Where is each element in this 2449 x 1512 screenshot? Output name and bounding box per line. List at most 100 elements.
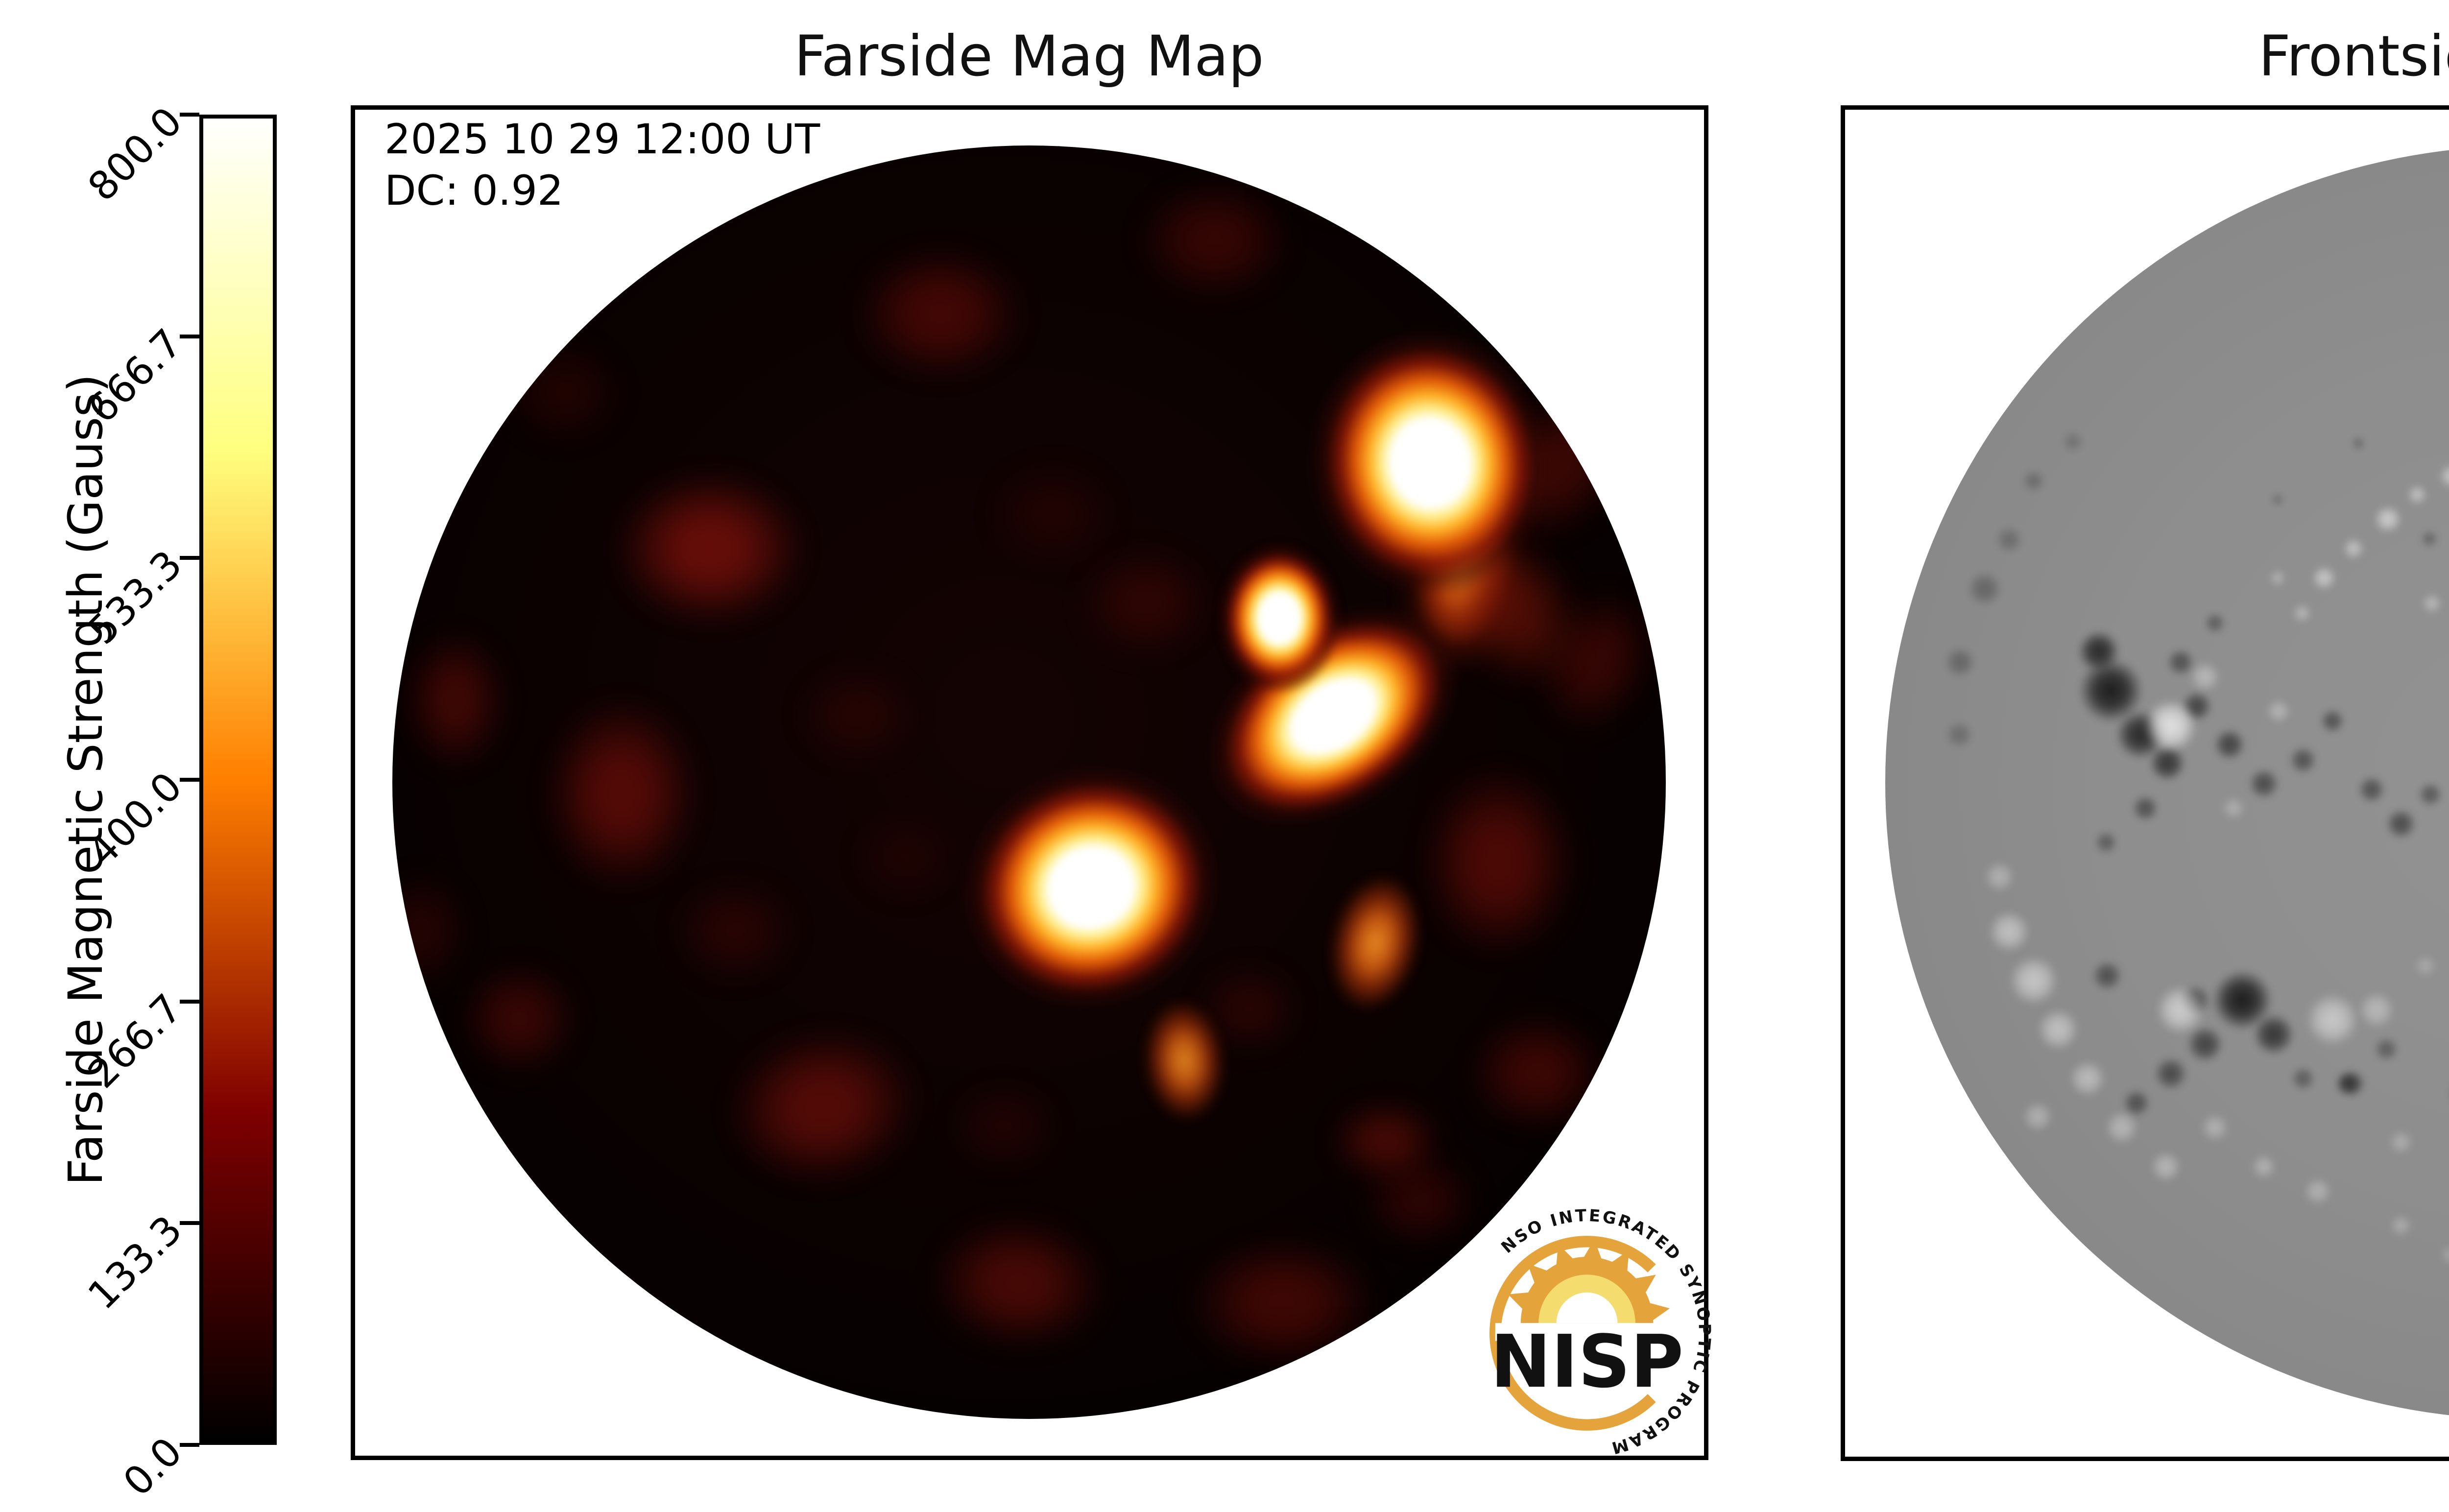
frontside-negative-flux (1942, 718, 1976, 752)
farside-red-patch (583, 446, 838, 651)
farside-red-patch (392, 852, 485, 1009)
frontside-positive-flux (2386, 1128, 2416, 1157)
frontside-positive-flux (2149, 978, 2212, 1042)
colorbar-tick-label: 133.3 (79, 1207, 191, 1319)
farside-red-patch (931, 1068, 1078, 1185)
frontside-positive-flux (2002, 949, 2065, 1012)
frontside-title: Frontside Mag Map (2258, 24, 2449, 89)
frontside-positive-flux (2185, 657, 2225, 696)
frontside-negative-flux (2019, 466, 2048, 496)
frontside-positive-flux (2137, 692, 2205, 760)
frontside-positive-flux (2064, 1055, 2111, 1102)
frontside-positive-flux (2308, 562, 2340, 594)
sun-core-icon (1556, 1292, 1618, 1323)
frontside-positive-flux (2340, 535, 2367, 562)
farside-red-patch (894, 1185, 1144, 1382)
colorbar-tick (180, 999, 199, 1004)
nisp-acronym: NISP (1490, 1319, 1684, 1404)
frontside-positive-flux (2353, 986, 2400, 1033)
frontside-negative-flux (2419, 528, 2440, 550)
frontside-negative-flux (2371, 1033, 2402, 1065)
frontside-negative-flux (2201, 609, 2229, 637)
frontside-positive-flux (2412, 952, 2439, 980)
frontside-negative-flux (1963, 567, 2007, 611)
frontside-negative-flux (2354, 772, 2389, 807)
frontside-positive-flux (2100, 1106, 2143, 1149)
farside-sun-disk (392, 145, 1666, 1419)
frontside-negative-flux (2091, 828, 2121, 857)
farside-title: Farside Mag Map (794, 24, 1264, 89)
colorbar-tick-label: 0.0 (114, 1428, 191, 1505)
frontside-positive-flux (2387, 1212, 2415, 1239)
frontside-negative-flux (2334, 1066, 2370, 1101)
farside-red-patch (1396, 735, 1602, 989)
farside-red-patch (651, 862, 818, 999)
colorbar-tick (180, 334, 199, 338)
frontside-negative-flux (1941, 643, 1980, 682)
frontside-negative-flux (2331, 1068, 2363, 1099)
frontside-positive-flux (2267, 567, 2288, 589)
farside-bright-region (1305, 850, 1445, 1036)
frontside-negative-flux (2247, 1008, 2301, 1061)
colorbar-tick (180, 1443, 199, 1447)
frontside-negative-flux (2149, 1052, 2192, 1095)
farside-red-patch (779, 651, 936, 779)
colorbar-tick (180, 556, 199, 560)
frontside-negative-flux (2128, 791, 2162, 825)
frontside-positive-flux (2298, 985, 2367, 1054)
frontside-negative-flux (2119, 1085, 2154, 1121)
frontside-positive-flux (2219, 793, 2248, 823)
frontside-negative-flux (2287, 1063, 2319, 1094)
frontside-negative-flux (2317, 705, 2348, 737)
frontside-negative-flux (2209, 724, 2250, 765)
frontside-negative-flux (2446, 1080, 2449, 1107)
frontside-positive-flux (2248, 1151, 2280, 1182)
frontside-negative-flux (2244, 764, 2283, 803)
frontside-positive-flux (2146, 1147, 2185, 1186)
farside-bright-region (1213, 537, 1345, 699)
farside-red-patch (828, 225, 1053, 402)
farside-red-patch (1259, 145, 1435, 230)
colorbar-tick (180, 778, 199, 782)
frontside-negative-flux (1992, 523, 2026, 557)
frontside-positive-flux (2290, 601, 2314, 625)
frontside-positive-flux (2370, 502, 2405, 537)
farside-red-patch (392, 607, 524, 793)
frontside-negative-flux (2350, 434, 2367, 452)
farside-red-patch (1313, 1087, 1460, 1195)
frontside-positive-flux (2419, 591, 2445, 616)
colorbar-tick-label: 800.0 (79, 98, 191, 210)
frontside-positive-flux (2263, 696, 2294, 727)
frontside-positive-flux (2018, 1097, 2057, 1136)
frontside-negative-flux (2163, 645, 2198, 680)
logo-ring-arc (1489, 1236, 1656, 1431)
farside-annotation: 2025 10 29 12:00 UT DC: 0.92 (384, 114, 820, 216)
nisp-logo: NISP NSO INTEGRATED SYNOPTIC PROGRAM (1489, 1206, 1713, 1458)
frontside-negative-flux (2059, 428, 2087, 456)
frontside-positive-flux (2436, 460, 2449, 492)
farside-timestamp: 2025 10 29 12:00 UT (384, 115, 820, 163)
colorbar-tick (180, 1221, 199, 1225)
frontside-positive-flux (2404, 482, 2430, 507)
colorbar-gradient (199, 115, 277, 1445)
frontside-positive-flux (2197, 1110, 2233, 1145)
frontside-positive-flux (1980, 857, 2019, 896)
frontside-negative-flux (2269, 491, 2286, 508)
frontside-positive-flux (2438, 1243, 2449, 1267)
logo-baseline (1495, 1323, 1679, 1341)
farside-dc-value: DC: 0.92 (384, 167, 564, 215)
frontside-sun-disk (1885, 146, 2449, 1419)
farside-red-patch (485, 323, 642, 460)
farside-red-patch (1445, 994, 1631, 1151)
farside-bright-region (1129, 983, 1240, 1138)
frontside-positive-flux (2300, 1174, 2335, 1209)
frontside-negative-flux (2381, 804, 2421, 843)
frontside-negative-flux (2072, 624, 2126, 678)
farside-red-patch (970, 446, 1136, 583)
frontside-negative-flux (2415, 779, 2446, 810)
frontside-negative-flux (2285, 743, 2321, 778)
colorbar-tick (180, 113, 199, 117)
frontside-negative-flux (2088, 956, 2127, 995)
frontside-positive-flux (2031, 1003, 2085, 1056)
